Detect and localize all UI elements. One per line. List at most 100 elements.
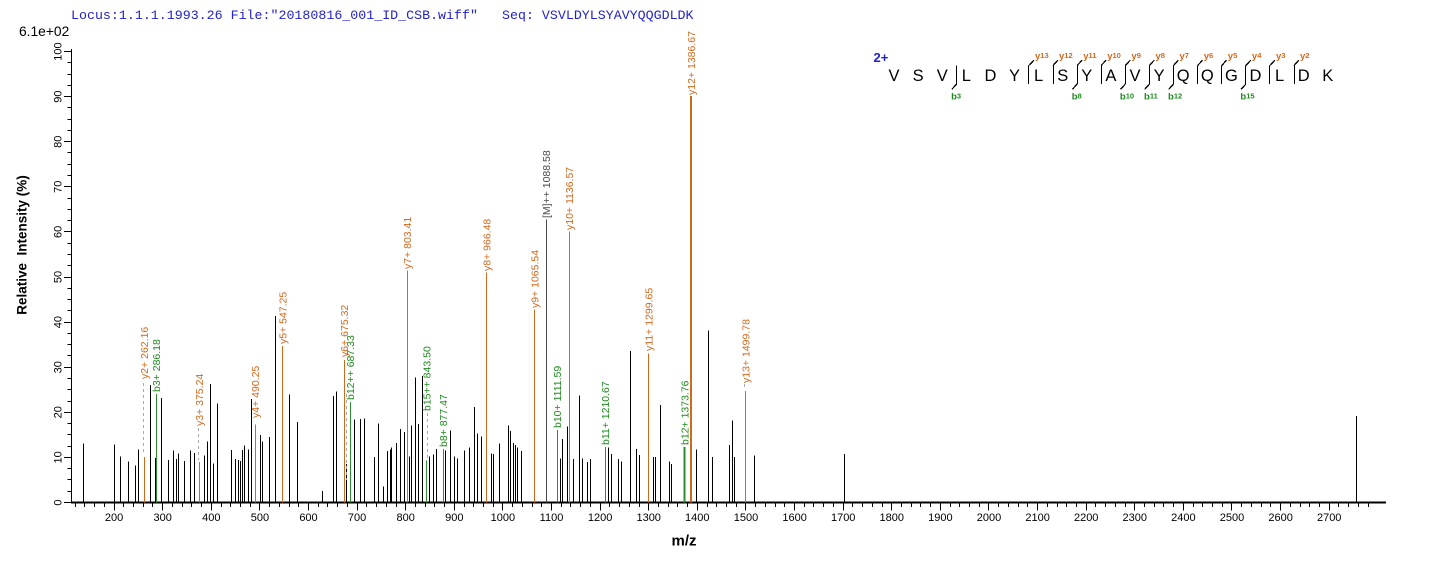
svg-text:y3: y3	[1276, 51, 1285, 62]
svg-text:1900: 1900	[928, 512, 952, 524]
svg-text:G: G	[1225, 67, 1238, 85]
svg-text:y6+ 675.32: y6+ 675.32	[339, 305, 351, 357]
svg-text:2600: 2600	[1268, 512, 1292, 524]
svg-text:D: D	[1250, 67, 1262, 85]
svg-text:y7: y7	[1180, 51, 1189, 62]
svg-text:500: 500	[251, 512, 269, 524]
svg-text:b10: b10	[1120, 92, 1134, 103]
svg-text:80: 80	[53, 136, 65, 148]
svg-text:2700: 2700	[1317, 512, 1341, 524]
svg-text:1600: 1600	[782, 512, 806, 524]
svg-text:L: L	[1034, 67, 1043, 85]
svg-text:Locus:1.1.1.1993.26 File:"2018: Locus:1.1.1.1993.26 File:"20180816_001_I…	[71, 8, 478, 23]
svg-text:L: L	[962, 67, 971, 85]
svg-text:50: 50	[53, 271, 65, 283]
svg-text:30: 30	[53, 361, 65, 373]
svg-text:Q: Q	[1177, 67, 1190, 85]
svg-text:200: 200	[105, 512, 123, 524]
svg-text:b11: b11	[1144, 92, 1158, 103]
svg-text:1000: 1000	[491, 512, 515, 524]
svg-text:Q: Q	[1201, 67, 1214, 85]
svg-text:Y: Y	[1009, 67, 1020, 85]
svg-text:y4: y4	[1252, 51, 1262, 62]
svg-text:b8: b8	[1072, 92, 1082, 103]
svg-text:y2: y2	[1300, 51, 1309, 62]
svg-text:60: 60	[53, 226, 65, 238]
svg-text:b8+ 877.47: b8+ 877.47	[438, 394, 450, 447]
svg-text:1700: 1700	[831, 512, 855, 524]
svg-text:400: 400	[202, 512, 220, 524]
svg-text:1500: 1500	[734, 512, 758, 524]
svg-text:Y: Y	[1154, 67, 1165, 85]
svg-text:b15: b15	[1240, 92, 1254, 103]
svg-text:2000: 2000	[977, 512, 1001, 524]
svg-text:y7+ 803.41: y7+ 803.41	[402, 217, 414, 269]
svg-text:y2+ 262.16: y2+ 262.16	[139, 327, 151, 379]
svg-text:2500: 2500	[1220, 512, 1244, 524]
svg-text:1200: 1200	[588, 512, 612, 524]
svg-text:1400: 1400	[685, 512, 709, 524]
svg-text:y5+ 547.25: y5+ 547.25	[278, 292, 290, 344]
svg-text:2200: 2200	[1074, 512, 1098, 524]
svg-text:b12: b12	[1168, 92, 1182, 103]
svg-text:y11: y11	[1083, 51, 1096, 62]
svg-text:b12++ 687.33: b12++ 687.33	[345, 335, 357, 400]
svg-text:y9+ 1065.54: y9+ 1065.54	[530, 250, 542, 308]
svg-text:b3+ 286.18: b3+ 286.18	[151, 339, 163, 392]
svg-text:b11+ 1210.67: b11+ 1210.67	[600, 381, 612, 445]
svg-text:y4+ 490.25: y4+ 490.25	[250, 366, 262, 418]
svg-text:D: D	[984, 67, 996, 85]
svg-text:y10+ 1136.57: y10+ 1136.57	[564, 167, 576, 230]
svg-text:2400: 2400	[1171, 512, 1195, 524]
svg-text:y13: y13	[1035, 51, 1049, 62]
svg-text:2+: 2+	[874, 50, 889, 65]
svg-text:y12: y12	[1059, 51, 1073, 62]
svg-text:10: 10	[53, 451, 65, 463]
svg-text:y8+ 966.48: y8+ 966.48	[482, 219, 494, 271]
svg-text:1100: 1100	[540, 512, 564, 524]
svg-text:y8: y8	[1156, 51, 1165, 62]
svg-text:S: S	[1057, 67, 1068, 85]
svg-text:700: 700	[348, 512, 366, 524]
svg-text:b3: b3	[951, 92, 961, 103]
svg-text:2100: 2100	[1025, 512, 1049, 524]
svg-text:40: 40	[53, 316, 65, 328]
svg-text:A: A	[1105, 67, 1116, 85]
svg-text:900: 900	[445, 512, 463, 524]
svg-text:y12+ 1386.67: y12+ 1386.67	[686, 31, 698, 95]
svg-text:800: 800	[397, 512, 415, 524]
svg-text:Y: Y	[1081, 67, 1092, 85]
svg-text:1300: 1300	[636, 512, 660, 524]
svg-text:y3+ 375.24: y3+ 375.24	[194, 374, 206, 426]
svg-text:20: 20	[53, 406, 65, 418]
svg-text:y6: y6	[1204, 51, 1213, 62]
svg-text:y9: y9	[1131, 51, 1140, 62]
svg-text:0: 0	[53, 499, 65, 505]
svg-text:1800: 1800	[880, 512, 904, 524]
svg-text:D: D	[1298, 67, 1310, 85]
svg-text:y10: y10	[1107, 51, 1121, 62]
svg-text:V: V	[937, 67, 948, 85]
svg-text:90: 90	[53, 90, 65, 102]
svg-text:m/z: m/z	[672, 533, 697, 550]
svg-text:2300: 2300	[1123, 512, 1147, 524]
svg-text:y13+ 1499.78: y13+ 1499.78	[740, 319, 752, 383]
svg-text:y11+ 1299.65: y11+ 1299.65	[644, 288, 656, 351]
svg-text:V: V	[1129, 67, 1140, 85]
svg-text:V: V	[888, 67, 899, 85]
svg-text:100: 100	[53, 42, 65, 60]
svg-text:[M]++ 1088.58: [M]++ 1088.58	[541, 150, 553, 218]
svg-text:300: 300	[154, 512, 172, 524]
svg-text:6.1e+02: 6.1e+02	[19, 24, 69, 39]
svg-text:Relative Intensity (%): Relative Intensity (%)	[15, 175, 30, 315]
svg-text:S: S	[913, 67, 924, 85]
svg-text:b10+ 1111.59: b10+ 1111.59	[552, 366, 564, 428]
svg-text:K: K	[1322, 67, 1333, 85]
svg-text:70: 70	[53, 181, 65, 193]
svg-text:b12+ 1373.76: b12+ 1373.76	[680, 380, 692, 445]
svg-text:b15++ 843.50: b15++ 843.50	[422, 346, 434, 411]
svg-text:600: 600	[299, 512, 317, 524]
svg-text:y5: y5	[1228, 51, 1237, 62]
svg-text:L: L	[1275, 67, 1284, 85]
svg-text:Seq: VSVLDYLSYAVYQQGDLDK: Seq: VSVLDYLSYAVYQQGDLDK	[502, 8, 694, 23]
